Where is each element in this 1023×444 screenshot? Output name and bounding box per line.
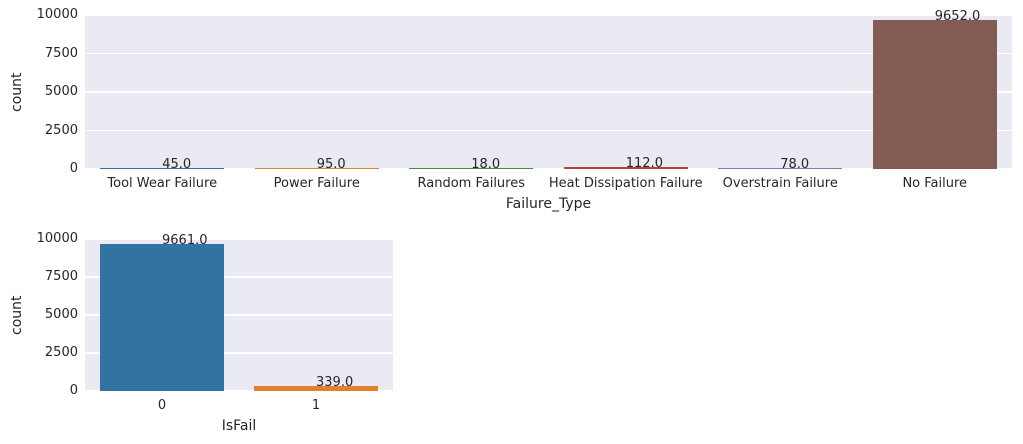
bar bbox=[563, 167, 688, 169]
bar-value-label: 112.0 bbox=[625, 156, 663, 172]
y-tick-label: 7500 bbox=[44, 269, 78, 284]
x-tick-label: No Failure bbox=[902, 176, 968, 191]
bar bbox=[718, 167, 843, 169]
bar bbox=[254, 167, 379, 169]
y-gridline bbox=[85, 314, 393, 316]
bar-value-label: 339.0 bbox=[316, 374, 354, 390]
y-tick-label: 10000 bbox=[36, 7, 78, 22]
y-gridline bbox=[85, 91, 1012, 93]
y-tick-label: 7500 bbox=[44, 45, 78, 61]
bar-value-label: 78.0 bbox=[780, 156, 810, 172]
bar-value-label: 95.0 bbox=[316, 156, 346, 172]
y-gridline bbox=[85, 14, 1012, 16]
x-tick-label: Heat Dissipation Failure bbox=[548, 176, 703, 191]
y-gridline bbox=[85, 276, 393, 278]
y-gridline bbox=[85, 52, 1012, 55]
bar-value-label: 9652.0 bbox=[934, 9, 981, 25]
x-tick-label: 0 bbox=[157, 398, 167, 413]
y-tick-label: 0 bbox=[69, 161, 78, 176]
bar bbox=[100, 244, 224, 391]
x-tick-label: Power Failure bbox=[273, 176, 360, 191]
y-tick-label: 5000 bbox=[44, 84, 78, 99]
failure-type-countplot: count 45.0 95.0 18.0 112.0 78.0 9652.0 Failur… bbox=[9, 7, 1012, 212]
bar bbox=[872, 20, 997, 169]
y-tick-label: 2500 bbox=[44, 345, 78, 360]
x-axis-label: Failure_Type bbox=[505, 196, 592, 212]
bar-value-label: 9661.0 bbox=[162, 233, 208, 249]
isfail-countplot: count 9661.0 339.0 IsFail 0 2500 5000 7500 10… bbox=[0, 222, 1023, 444]
plot-area: 45.0 95.0 18.0 112.0 78.0 9652.0 bbox=[85, 10, 1012, 172]
bar-value-label: 18.0 bbox=[471, 157, 501, 172]
bar bbox=[409, 168, 534, 169]
y-gridline bbox=[85, 129, 1012, 132]
y-tick-label: 5000 bbox=[44, 307, 78, 322]
y-gridline bbox=[85, 168, 1012, 170]
x-tick-label: Tool Wear Failure bbox=[107, 176, 218, 191]
bar-value-label: 45.0 bbox=[162, 157, 192, 172]
x-tick-label: Overstrain Failure bbox=[722, 176, 838, 191]
y-gridline bbox=[85, 238, 393, 240]
y-gridline bbox=[85, 352, 393, 354]
y-tick-label: 0 bbox=[69, 383, 78, 398]
y-tick-label: 2500 bbox=[44, 122, 78, 138]
x-tick-label: 1 bbox=[311, 398, 321, 413]
bar bbox=[254, 385, 378, 391]
bar bbox=[100, 168, 225, 169]
y-tick-label: 10000 bbox=[36, 231, 78, 246]
plot-area: 9661.0 339.0 bbox=[85, 234, 393, 392]
y-gridline bbox=[85, 390, 393, 392]
x-axis-label: IsFail bbox=[221, 418, 257, 434]
x-tick-label: Random Failures bbox=[417, 176, 526, 191]
